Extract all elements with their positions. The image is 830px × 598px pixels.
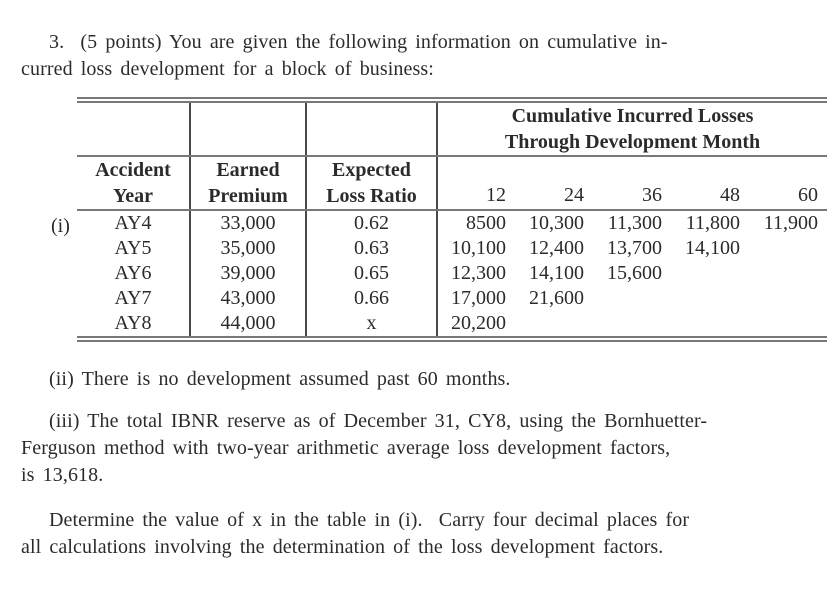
expected-loss-ratio-cell: 0.63: [306, 236, 438, 261]
month-header-24: 24: [515, 156, 593, 211]
span-header-line-2: Through Development Month: [504, 131, 761, 153]
span-header-cell: Cumulative Incurred Losses Through Devel…: [437, 103, 828, 157]
span-header-row: Cumulative Incurred Losses Through Devel…: [77, 103, 828, 157]
table-top-double-rule: [77, 97, 827, 103]
accident-year-cell: AY6: [77, 261, 191, 286]
loss-cell: [515, 311, 593, 336]
loss-cell: [749, 311, 827, 336]
loss-cell: [749, 236, 827, 261]
table-row-ay5: AY5 35,000 0.63 10,100 12,400 13,700 14,…: [77, 236, 827, 261]
expected-loss-ratio-cell-x: x: [306, 311, 438, 336]
loss-cell: 20,200: [451, 312, 506, 334]
loss-cell: 12,300: [451, 262, 506, 284]
accident-year-cell: AY8: [77, 311, 191, 336]
item-i-label: (i): [51, 215, 70, 237]
span-header-line-1: Cumulative Incurred Losses: [511, 105, 754, 127]
loss-cell: 17,000: [451, 287, 506, 309]
loss-cell: [671, 286, 749, 311]
header-line: Earned: [216, 159, 280, 181]
item-iii-line-2: Ferguson method with two-year arithmetic…: [21, 437, 671, 459]
header-line: Accident: [95, 159, 171, 181]
table-row-ay6: AY6 39,000 0.65 12,300 14,100 15,600: [77, 261, 827, 286]
loss-development-table: Cumulative Incurred Losses Through Devel…: [77, 97, 828, 342]
table-bottom-double-rule: [77, 336, 827, 342]
item-iii-line-1: (iii) The total IBNR reserve as of Decem…: [49, 410, 708, 432]
loss-cell: 10,300: [529, 212, 584, 234]
empty-cell: [306, 103, 438, 157]
loss-cell: 11,900: [763, 212, 819, 234]
month-header-48: 48: [671, 156, 749, 211]
loss-cell: 21,600: [529, 287, 584, 309]
earned-premium-cell: 44,000: [190, 311, 307, 336]
item-iii-line-3: is 13,618.: [21, 464, 104, 486]
expected-loss-ratio-cell: 0.62: [306, 210, 438, 236]
loss-cell: [671, 311, 749, 336]
expected-loss-ratio-cell: 0.66: [306, 286, 438, 311]
empty-cell: [77, 103, 191, 157]
expected-loss-ratio-cell: 0.65: [306, 261, 438, 286]
empty-cell: [190, 103, 307, 157]
item-ii-text: (ii) There is no development assumed pas…: [49, 368, 511, 390]
loss-cell: 12,400: [529, 237, 584, 259]
loss-cell: [593, 311, 671, 336]
accident-year-cell: AY5: [77, 236, 191, 261]
earned-premium-cell: 35,000: [190, 236, 307, 261]
earned-premium-cell: 43,000: [190, 286, 307, 311]
question-line-2: all calculations involving the determina…: [21, 536, 664, 558]
header-line: Year: [113, 185, 153, 207]
loss-cell: [749, 261, 827, 286]
accident-year-cell: AY7: [77, 286, 191, 311]
loss-cell: 15,600: [607, 262, 662, 284]
intro-line-2: curred loss development for a block of b…: [21, 58, 434, 80]
month-header-36: 36: [593, 156, 671, 211]
table-row-ay4: AY4 33,000 0.62 8500 10,300 11,300 11,80…: [77, 210, 827, 236]
loss-cell: 11,300: [607, 212, 662, 234]
intro-line-1: 3. (5 points) You are given the followin…: [49, 31, 668, 53]
loss-cell: 14,100: [685, 237, 740, 259]
loss-cell: [749, 286, 827, 311]
accident-year-header: Accident Year: [77, 156, 191, 211]
earned-premium-cell: 39,000: [190, 261, 307, 286]
column-header-row: Accident Year Earned Premium Expected Lo…: [77, 156, 828, 211]
header-line: Expected: [332, 159, 411, 181]
earned-premium-header: Earned Premium: [190, 156, 307, 211]
accident-year-cell: AY4: [77, 210, 191, 236]
header-line: Loss Ratio: [326, 185, 417, 207]
month-header-60: 60: [749, 156, 828, 211]
table-row-ay7: AY7 43,000 0.66 17,000 21,600: [77, 286, 827, 311]
loss-cell: [593, 286, 671, 311]
loss-cell: 8500: [466, 212, 506, 234]
loss-cell: 14,100: [529, 262, 584, 284]
question-line-1: Determine the value of x in the table in…: [49, 509, 690, 531]
month-header-12: 12: [437, 156, 515, 211]
loss-cell: 13,700: [607, 237, 662, 259]
table-row-ay8: AY8 44,000 x 20,200: [77, 311, 827, 336]
expected-loss-ratio-header: Expected Loss Ratio: [306, 156, 438, 211]
loss-cell: 10,100: [451, 237, 506, 259]
loss-cell: 11,800: [685, 212, 740, 234]
loss-cell: [671, 261, 749, 286]
header-line: Premium: [208, 185, 288, 207]
earned-premium-cell: 33,000: [190, 210, 307, 236]
